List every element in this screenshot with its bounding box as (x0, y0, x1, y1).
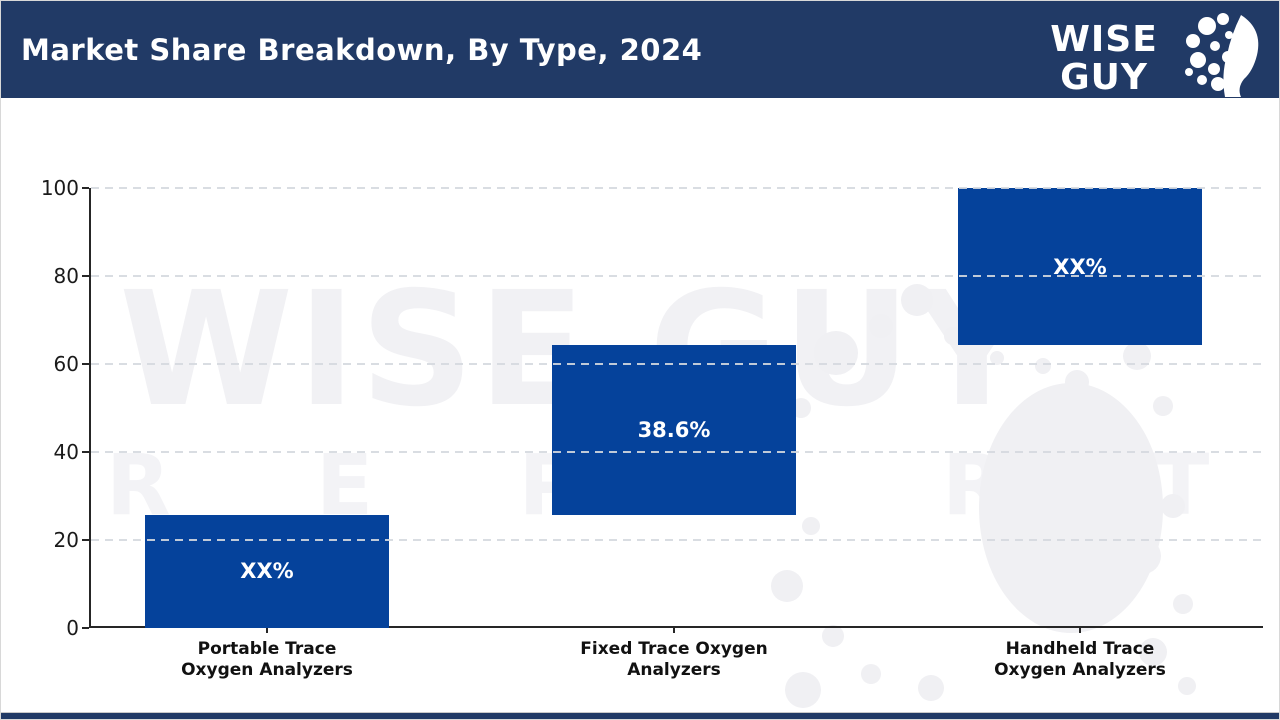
y-tick-mark (82, 275, 89, 277)
bar-value-label: XX% (1053, 254, 1107, 279)
gridline-100 (91, 187, 1263, 189)
category-label-0: Portable Trace Oxygen Analyzers (181, 639, 353, 680)
bar-0: XX% (145, 514, 389, 628)
logo-wordmark: WISE GUY (1050, 19, 1158, 98)
x-tick-mark (673, 626, 675, 633)
y-tick-label: 60 (53, 352, 79, 376)
x-tick-mark (266, 626, 268, 633)
y-tick-mark (82, 539, 89, 541)
y-tick-label: 100 (40, 176, 79, 200)
bar-1: 38.6% (552, 345, 796, 515)
y-tick-label: 80 (53, 264, 79, 288)
y-tick-mark (82, 187, 89, 189)
y-tick-label: 40 (53, 440, 79, 464)
bar-2: XX% (958, 188, 1202, 346)
y-tick-label: 20 (53, 528, 79, 552)
category-label-2: Handheld Trace Oxygen Analyzers (994, 639, 1166, 680)
y-tick-mark (82, 451, 89, 453)
y-tick-label: 0 (66, 616, 79, 640)
header-bar: Market Share Breakdown, By Type, 2024 WI… (1, 1, 1279, 117)
wiseguy-face-icon (1185, 13, 1259, 97)
gridline-60 (91, 363, 1263, 365)
chart-region: WISE GUY R E P O R T S XX%38.6% (1, 98, 1279, 714)
bar-value-label: 38.6% (637, 417, 711, 442)
bar-value-label: XX% (240, 559, 294, 584)
y-tick-mark (82, 627, 89, 629)
gridline-20 (91, 539, 1263, 541)
chart-title: Market Share Breakdown, By Type, 2024 (21, 32, 703, 67)
y-tick-mark (82, 363, 89, 365)
gridline-40 (91, 451, 1263, 453)
wiseguy-logo: WISE GUY REPORTS (1023, 11, 1263, 117)
footer-bar (1, 712, 1279, 719)
plot-area: XX% 38.6% XX% 0 20 40 60 80 100 Portable Trace Ox… (41, 176, 1263, 680)
x-tick-mark (1079, 626, 1081, 633)
gridline-80 (91, 275, 1263, 277)
category-label-1: Fixed Trace Oxygen Analyzers (580, 639, 768, 680)
